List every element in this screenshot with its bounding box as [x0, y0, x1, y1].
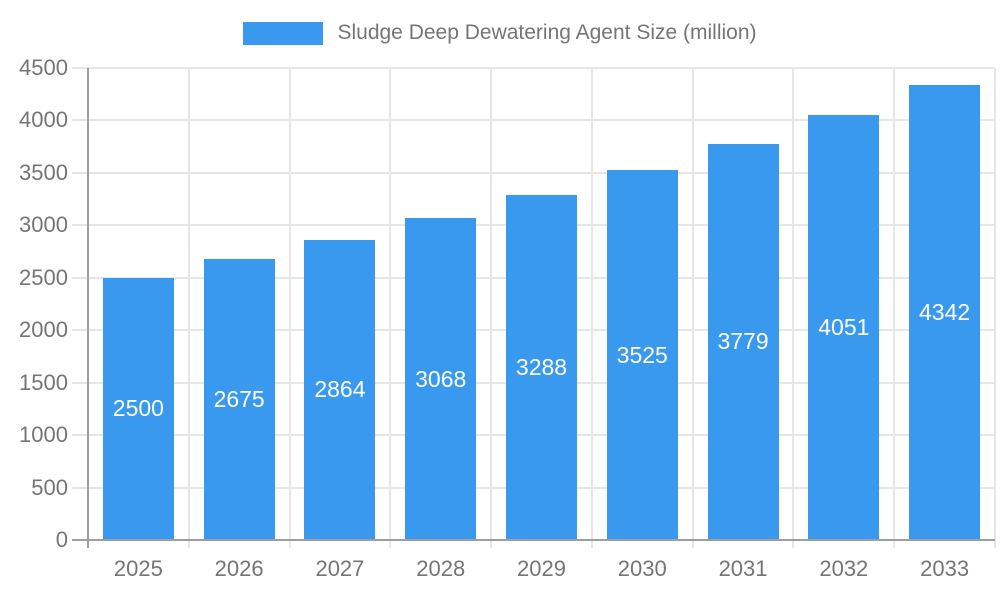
h-gridline: [88, 67, 995, 69]
bar: 3288: [506, 195, 577, 540]
x-axis-label: 2032: [819, 556, 869, 581]
bar: 3068: [405, 218, 477, 540]
y-axis-label: 3000: [19, 212, 68, 238]
v-gridline: [389, 68, 392, 548]
h-gridline: [88, 171, 995, 174]
x-axis-label: 2033: [920, 556, 970, 581]
x-axis-label: 2031: [718, 556, 768, 581]
v-gridline: [490, 68, 493, 548]
h-gridline: [88, 119, 995, 122]
y-axis-label: 3500: [19, 159, 68, 185]
y-axis-label: 2000: [19, 317, 68, 343]
bar-value-label: 2675: [213, 386, 265, 413]
v-gridline: [590, 68, 593, 548]
y-axis-label: 2500: [19, 264, 68, 290]
legend-swatch: [243, 21, 324, 45]
bar-value-label: 4051: [818, 314, 870, 341]
x-axis-label: 2028: [416, 556, 466, 581]
y-axis-label: 500: [31, 474, 68, 500]
y-axis-label: 4500: [19, 55, 68, 80]
y-tick: [72, 276, 88, 279]
bar-value-label: 4342: [919, 298, 971, 325]
bar-value-label: 2864: [314, 376, 366, 403]
y-tick: [72, 67, 88, 69]
bar-value-label: 3288: [515, 354, 568, 381]
x-axis-label: 2026: [214, 556, 264, 581]
v-gridline: [792, 68, 795, 548]
bar: 4342: [909, 84, 981, 540]
bar: 2500: [102, 277, 174, 540]
y-tick: [72, 486, 88, 489]
y-axis-label: 1000: [19, 422, 68, 448]
y-axis: 0 500 1000 1500 2000 2500 3000 3500 4000 4500: [0, 55, 76, 552]
x-axis-label: 2027: [315, 556, 365, 581]
v-gridline: [288, 68, 291, 548]
x-axis-label: 2025: [113, 556, 163, 581]
bar: 4051: [808, 115, 880, 540]
y-tick: [72, 381, 88, 384]
y-tick: [72, 329, 88, 332]
bar: 2675: [203, 259, 275, 540]
x-axis-label: 2030: [617, 556, 667, 581]
bar-value-label: 3525: [616, 341, 668, 368]
bar-value-label: 3068: [415, 365, 467, 392]
v-gridline: [187, 68, 190, 548]
bar: 2864: [304, 239, 376, 540]
y-tick: [72, 224, 88, 227]
x-axis-line: [72, 539, 995, 541]
v-gridline: [994, 68, 996, 548]
bar-value-label: 2500: [112, 395, 164, 422]
y-axis-line: [87, 68, 89, 548]
legend: Sludge Deep Dewatering Agent Size (milli…: [0, 20, 1000, 46]
y-axis-label: 4000: [19, 107, 68, 133]
y-tick: [72, 119, 88, 122]
y-tick: [72, 434, 88, 437]
v-gridline: [691, 68, 694, 548]
bar-value-label: 3779: [717, 328, 769, 355]
v-gridline: [893, 68, 896, 548]
x-axis: 2025 2026 2027 2028 2029 2030 2031 2032 2033: [88, 556, 995, 586]
plot-area: 2500 2675 2864 3068 3288 3525 3779 4051 4342: [72, 67, 996, 548]
x-axis-label: 2029: [517, 556, 566, 581]
bar: 3779: [707, 143, 779, 540]
y-tick: [72, 171, 88, 174]
legend-label: Sludge Deep Dewatering Agent Size (milli…: [337, 21, 757, 44]
y-axis-label: 1500: [19, 369, 68, 395]
bar: 3525: [606, 170, 678, 540]
y-axis-label: 0: [55, 527, 68, 552]
